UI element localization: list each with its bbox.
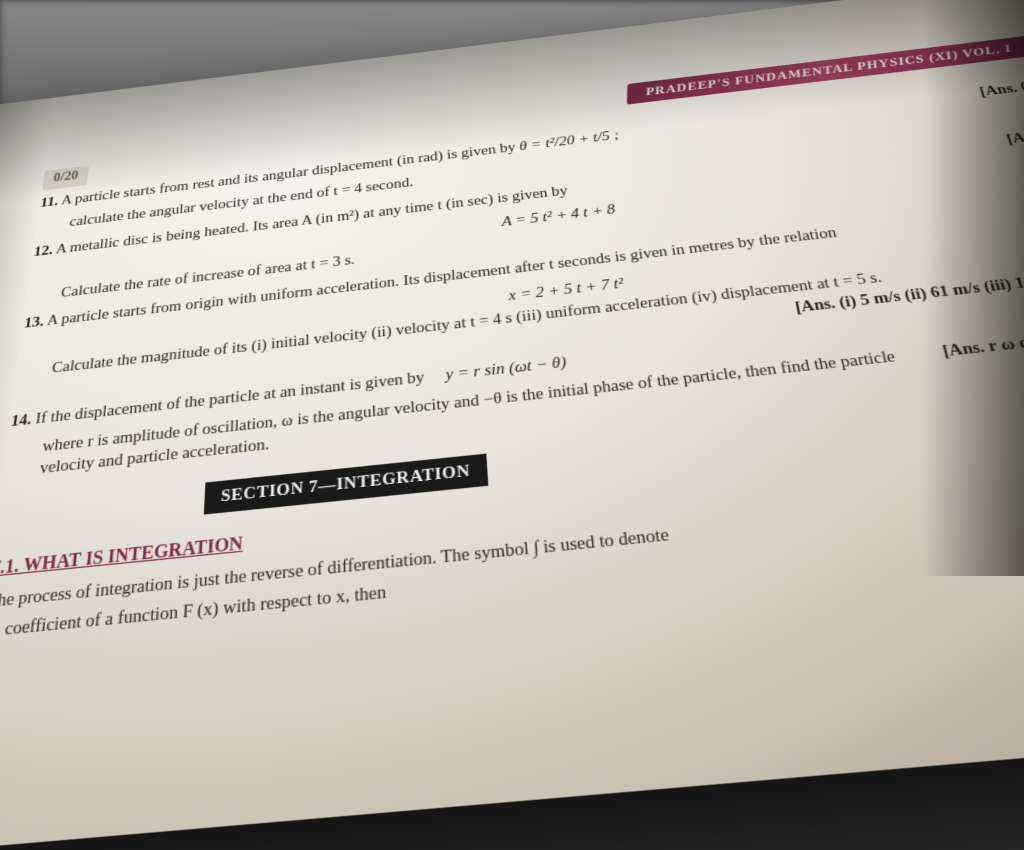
answer-11: [Ans. 0·6 rad/s] xyxy=(1012,71,1024,97)
section-banner: SECTION 7—INTEGRATION xyxy=(204,454,488,515)
textbook-page: PRADEEP'S FUNDAMENTAL PHYSICS (XI) VOL. … xyxy=(0,0,1024,850)
photo-scene: PRADEEP'S FUNDAMENTAL PHYSICS (XI) VOL. … xyxy=(0,0,1024,576)
qnum-14: 14. xyxy=(10,412,33,431)
page-number: 0/20 xyxy=(42,166,89,191)
qnum-11: 11. xyxy=(39,194,59,210)
qnum-12: 12. xyxy=(33,243,54,260)
q14-equation: y = r sin (ωt − θ) xyxy=(445,354,567,384)
q11-equation: θ = t²/20 + t/5 ; xyxy=(519,128,620,154)
qnum-13: 13. xyxy=(23,314,45,332)
